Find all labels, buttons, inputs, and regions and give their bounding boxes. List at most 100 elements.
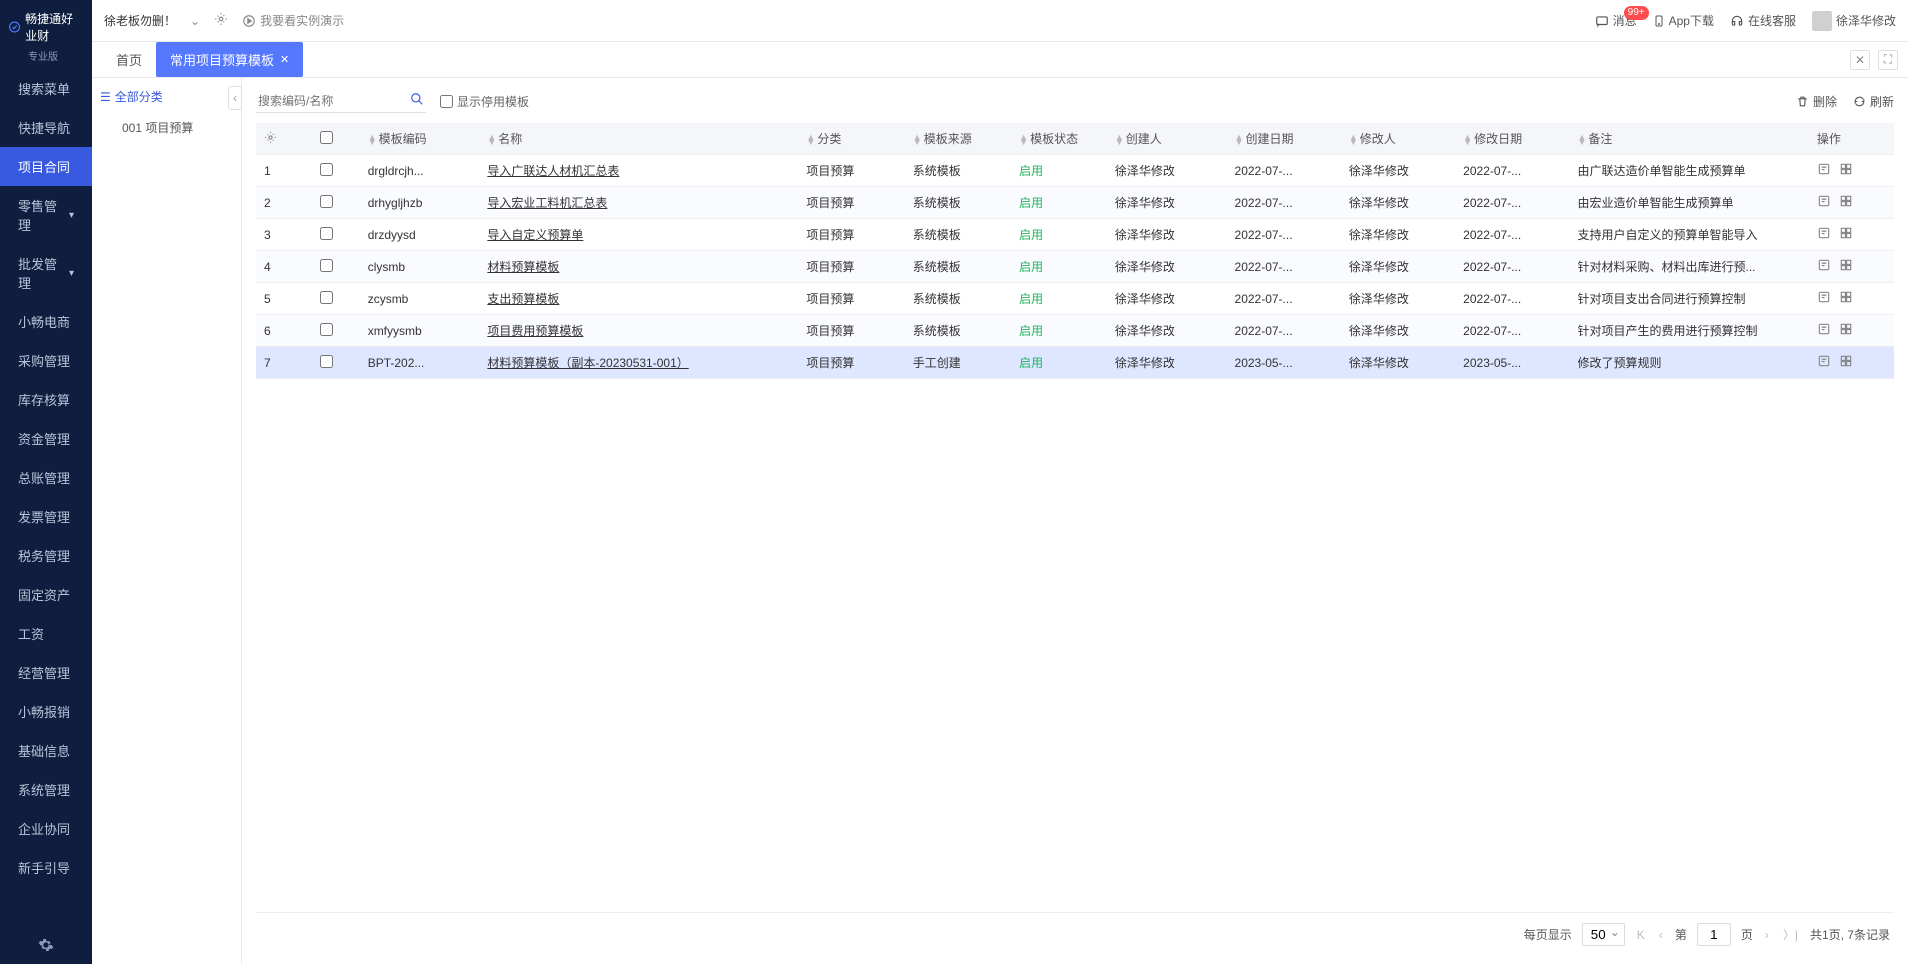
prev-page-button[interactable]: ‹	[1657, 928, 1665, 942]
col-modifier[interactable]: ▲▼修改人	[1341, 123, 1455, 155]
more-icon[interactable]	[1839, 354, 1853, 371]
sidebar-item-5[interactable]: 小畅电商	[0, 302, 92, 341]
template-name-link[interactable]: 支出预算模板	[487, 292, 559, 306]
support-button[interactable]: 在线客服	[1730, 12, 1796, 29]
status-badge: 启用	[1019, 324, 1043, 338]
more-icon[interactable]	[1839, 290, 1853, 307]
template-name-link[interactable]: 材料预算模板	[487, 260, 559, 274]
next-page-button[interactable]: ›	[1763, 928, 1771, 942]
collapse-panel-icon[interactable]: ‹	[228, 86, 242, 110]
row-checkbox[interactable]	[320, 163, 333, 176]
more-icon[interactable]	[1839, 322, 1853, 339]
user-menu[interactable]: 徐泽华修改	[1812, 11, 1896, 31]
col-create-date[interactable]: ▲▼创建日期	[1227, 123, 1341, 155]
category-item[interactable]: 001 项目预算	[100, 105, 233, 142]
row-checkbox[interactable]	[320, 291, 333, 304]
table-row[interactable]: 2drhygljhzb导入宏业工料机汇总表项目预算系统模板启用徐泽华修改2022…	[256, 187, 1894, 219]
column-settings-icon[interactable]	[256, 123, 312, 155]
table-row[interactable]: 3drzdyysd导入自定义预算单项目预算系统模板启用徐泽华修改2022-07-…	[256, 219, 1894, 251]
table-row[interactable]: 7BPT-202...材料预算模板（副本-20230531-001）项目预算手工…	[256, 347, 1894, 379]
cell-code: drgldrcjh...	[360, 155, 480, 187]
sidebar-item-4[interactable]: 批发管理▾	[0, 244, 92, 302]
col-op: 操作	[1809, 123, 1894, 155]
view-icon[interactable]	[1817, 290, 1831, 307]
sidebar-item-7[interactable]: 库存核算	[0, 380, 92, 419]
sidebar-item-10[interactable]: 发票管理	[0, 497, 92, 536]
row-checkbox[interactable]	[320, 227, 333, 240]
per-page-select[interactable]: 50	[1582, 923, 1625, 946]
last-page-button[interactable]: 〉|	[1781, 926, 1800, 943]
sidebar-item-2[interactable]: 项目合同	[0, 147, 92, 186]
view-icon[interactable]	[1817, 354, 1831, 371]
messages-button[interactable]: 消息 99+	[1595, 12, 1637, 29]
select-all-checkbox[interactable]	[320, 131, 333, 144]
sidebar-item-11[interactable]: 税务管理	[0, 536, 92, 575]
col-modify-date[interactable]: ▲▼修改日期	[1455, 123, 1569, 155]
demo-link[interactable]: 我要看实例演示	[242, 12, 344, 29]
sidebar-item-12[interactable]: 固定资产	[0, 575, 92, 614]
sidebar-item-17[interactable]: 系统管理	[0, 770, 92, 809]
view-icon[interactable]	[1817, 322, 1831, 339]
cell-create-date: 2022-07-...	[1227, 283, 1341, 315]
row-checkbox[interactable]	[320, 355, 333, 368]
col-name[interactable]: ▲▼名称	[479, 123, 798, 155]
col-source[interactable]: ▲▼模板来源	[905, 123, 1011, 155]
close-icon[interactable]: ✕	[280, 53, 289, 66]
table-row[interactable]: 1drgldrcjh...导入广联达人材机汇总表项目预算系统模板启用徐泽华修改2…	[256, 155, 1894, 187]
sidebar-item-1[interactable]: 快捷导航	[0, 108, 92, 147]
col-remark[interactable]: ▲▼备注	[1570, 123, 1809, 155]
more-icon[interactable]	[1839, 194, 1853, 211]
template-name-link[interactable]: 材料预算模板（副本-20230531-001）	[487, 356, 688, 370]
org-dropdown-icon[interactable]: ⌄	[190, 14, 200, 28]
table-row[interactable]: 4clysmb材料预算模板项目预算系统模板启用徐泽华修改2022-07-...徐…	[256, 251, 1894, 283]
search-icon[interactable]	[410, 92, 424, 109]
sidebar-item-18[interactable]: 企业协同	[0, 809, 92, 848]
sidebar-item-6[interactable]: 采购管理	[0, 341, 92, 380]
view-icon[interactable]	[1817, 194, 1831, 211]
view-icon[interactable]	[1817, 162, 1831, 179]
view-icon[interactable]	[1817, 226, 1831, 243]
sidebar-item-9[interactable]: 总账管理	[0, 458, 92, 497]
show-disabled-checkbox[interactable]: 显示停用模板	[440, 93, 529, 110]
more-icon[interactable]	[1839, 226, 1853, 243]
sidebar-item-0[interactable]: 搜索菜单	[0, 69, 92, 108]
delete-button[interactable]: 删除	[1796, 93, 1837, 110]
sidebar-item-16[interactable]: 基础信息	[0, 731, 92, 770]
template-name-link[interactable]: 导入自定义预算单	[487, 228, 583, 242]
category-all[interactable]: ☰ 全部分类	[100, 88, 233, 105]
cell-creator: 徐泽华修改	[1107, 315, 1227, 347]
more-icon[interactable]	[1839, 162, 1853, 179]
org-settings-icon[interactable]	[214, 12, 228, 29]
sidebar-item-15[interactable]: 小畅报销	[0, 692, 92, 731]
col-code[interactable]: ▲▼模板编码	[360, 123, 480, 155]
tabs-close-all-icon[interactable]: ✕	[1850, 50, 1870, 70]
table-row[interactable]: 5zcysmb支出预算模板项目预算系统模板启用徐泽华修改2022-07-...徐…	[256, 283, 1894, 315]
refresh-button[interactable]: 刷新	[1853, 93, 1894, 110]
row-checkbox[interactable]	[320, 195, 333, 208]
sidebar-item-8[interactable]: 资金管理	[0, 419, 92, 458]
template-name-link[interactable]: 导入宏业工料机汇总表	[487, 196, 607, 210]
col-creator[interactable]: ▲▼创建人	[1107, 123, 1227, 155]
page-input[interactable]	[1697, 923, 1731, 946]
cell-modifier: 徐泽华修改	[1341, 219, 1455, 251]
row-checkbox[interactable]	[320, 323, 333, 336]
template-name-link[interactable]: 项目费用预算模板	[487, 324, 583, 338]
view-icon[interactable]	[1817, 258, 1831, 275]
more-icon[interactable]	[1839, 258, 1853, 275]
sidebar-item-3[interactable]: 零售管理▾	[0, 186, 92, 244]
tabs-fullscreen-icon[interactable]: ⛶	[1878, 50, 1898, 70]
app-download-button[interactable]: App下载	[1653, 12, 1714, 29]
tab-1[interactable]: 常用项目预算模板✕	[156, 42, 303, 77]
sidebar-item-19[interactable]: 新手引导	[0, 848, 92, 887]
tab-0[interactable]: 首页	[102, 42, 156, 77]
row-checkbox[interactable]	[320, 259, 333, 272]
template-name-link[interactable]: 导入广联达人材机汇总表	[487, 164, 619, 178]
search-input[interactable]	[256, 90, 426, 113]
settings-icon[interactable]	[0, 929, 92, 964]
col-status[interactable]: ▲▼模板状态	[1011, 123, 1107, 155]
sidebar-item-14[interactable]: 经营管理	[0, 653, 92, 692]
col-category[interactable]: ▲▼分类	[798, 123, 904, 155]
first-page-button[interactable]: K	[1635, 928, 1647, 942]
table-row[interactable]: 6xmfyysmb项目费用预算模板项目预算系统模板启用徐泽华修改2022-07-…	[256, 315, 1894, 347]
sidebar-item-13[interactable]: 工资	[0, 614, 92, 653]
